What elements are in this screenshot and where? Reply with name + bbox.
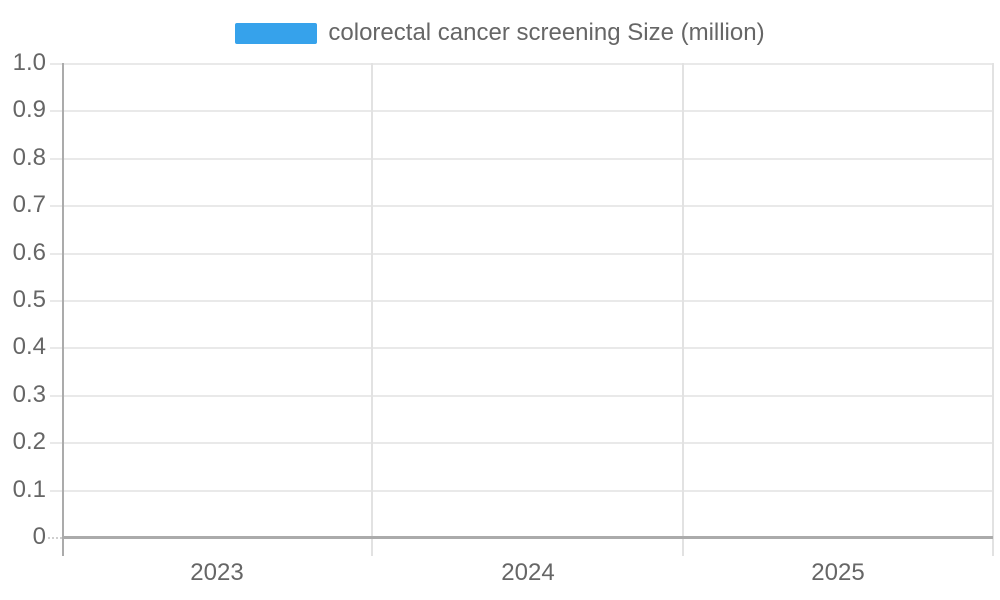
- x-tick-label: 2024: [501, 559, 555, 586]
- x-tick-label: 2023: [190, 559, 244, 586]
- y-tick-label: 0.4: [12, 333, 46, 360]
- y-grid-line: [50, 110, 993, 112]
- legend-swatch-icon: [235, 22, 318, 44]
- y-grid-line: [50, 205, 993, 207]
- legend[interactable]: colorectal cancer screening Size (millio…: [0, 18, 1000, 48]
- y-tick-label: 0.1: [12, 476, 46, 503]
- y-grid-line: [50, 490, 993, 492]
- y-grid-line: [50, 347, 993, 349]
- y-tick-label: 0.7: [12, 191, 46, 218]
- y-grid-line: [50, 253, 993, 255]
- y-tick-label: 0.3: [12, 381, 46, 408]
- legend-label: colorectal cancer screening Size (millio…: [328, 19, 765, 46]
- y-grid-line: [50, 63, 993, 65]
- y-axis-line: [62, 63, 64, 556]
- y-tick-label: 0.9: [12, 96, 46, 123]
- x-grid-line: [682, 63, 684, 556]
- y-grid-line: [50, 395, 993, 397]
- x-tick-label: 2025: [811, 559, 865, 586]
- y-grid-line: [50, 442, 993, 444]
- y-tick-label: 0.8: [12, 144, 46, 171]
- y-grid-line: [50, 300, 993, 302]
- x-grid-line: [992, 63, 994, 556]
- y-tick-label: 0.2: [12, 428, 46, 455]
- zero-tick-stub: [48, 537, 62, 539]
- x-axis-baseline: [62, 536, 993, 539]
- y-tick-label: 0.5: [12, 286, 46, 313]
- y-tick-label: 0: [32, 523, 46, 550]
- y-grid-line: [50, 158, 993, 160]
- x-grid-line: [371, 63, 373, 556]
- y-tick-label: 0.6: [12, 239, 46, 266]
- y-tick-label: 1.0: [12, 49, 46, 76]
